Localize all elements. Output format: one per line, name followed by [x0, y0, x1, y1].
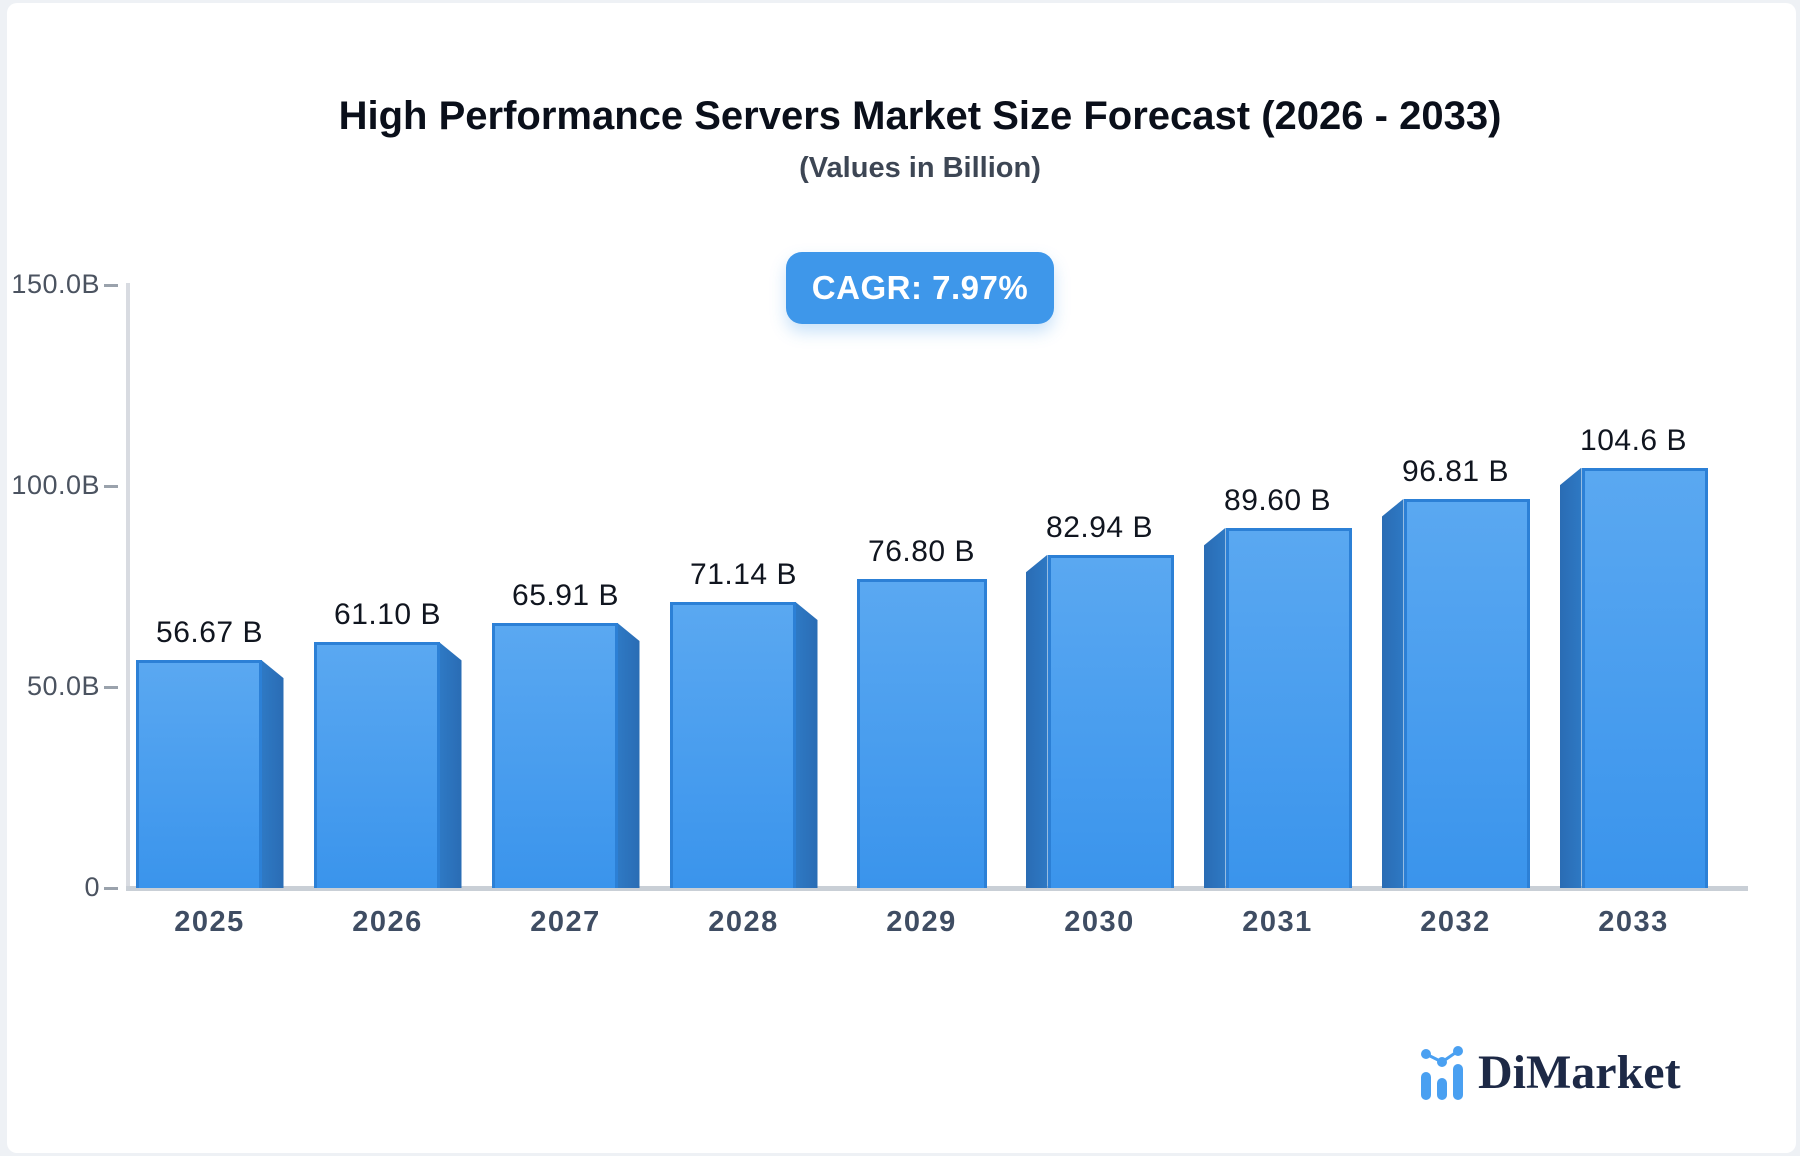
y-tick — [104, 685, 118, 689]
bar-side-face — [1025, 554, 1048, 888]
bar-side-face — [617, 623, 640, 888]
y-tick-label: 50.0B — [26, 671, 100, 701]
bar-value-label: 65.91 B — [512, 579, 619, 613]
bar-face — [135, 660, 262, 888]
bar-face — [669, 602, 796, 888]
bar-face — [491, 623, 618, 888]
bar-face — [1225, 527, 1352, 888]
chart-subtitle: (Values in Billion) — [799, 152, 1041, 184]
bar-2029[interactable]: 76.80 B 2029 — [856, 535, 987, 938]
y-tick-label: 100.0B — [11, 470, 100, 500]
bar-side-face — [795, 602, 818, 888]
x-axis-label-2026: 2026 — [352, 905, 423, 938]
bar-value-label: 104.6 B — [1580, 423, 1687, 457]
logo-wordmark: DiMarket — [1478, 1046, 1681, 1099]
x-axis-label-2025: 2025 — [174, 905, 245, 938]
y-axis-line — [126, 283, 130, 890]
x-axis-label-2033: 2033 — [1598, 905, 1669, 938]
cagr-badge: CAGR: 7.97% — [786, 252, 1054, 324]
bar-face — [1403, 498, 1530, 888]
bar-value-label: 96.81 B — [1402, 454, 1509, 488]
chart-title: High Performance Servers Market Size For… — [338, 94, 1502, 138]
bar-face — [856, 579, 987, 888]
y-tick — [104, 283, 118, 287]
bar-side-face — [1381, 498, 1404, 888]
y-tick — [104, 886, 118, 890]
bar-value-label: 56.67 B — [156, 616, 263, 650]
x-axis-label-2028: 2028 — [708, 905, 779, 938]
y-tick — [104, 484, 118, 488]
bar-value-label: 71.14 B — [690, 558, 797, 592]
bar-side-face — [1559, 467, 1582, 888]
y-tick-label: 0 — [84, 872, 100, 902]
bar-face — [1581, 467, 1708, 888]
bar-2032[interactable]: 96.81 B 2032 — [1381, 455, 1530, 938]
bar-2027[interactable]: 65.91 B 2027 — [491, 579, 640, 938]
bar-2033[interactable]: 104.6 B 2033 — [1559, 424, 1708, 938]
bar-face — [313, 642, 440, 888]
x-axis-label-2032: 2032 — [1420, 905, 1491, 938]
bar-value-label: 89.60 B — [1224, 483, 1331, 517]
bar-2028[interactable]: 71.14 B 2028 — [669, 558, 818, 938]
bar-value-label: 76.80 B — [868, 535, 975, 569]
x-axis-label-2029: 2029 — [886, 905, 957, 938]
bar-2031[interactable]: 89.60 B 2031 — [1203, 484, 1352, 938]
x-axis-label-2031: 2031 — [1242, 905, 1313, 938]
x-axis-baseline — [126, 886, 1748, 891]
bar-2030[interactable]: 82.94 B 2030 — [1025, 511, 1174, 938]
bar-2025[interactable]: 56.67 B 2025 — [135, 616, 284, 938]
y-tick-label: 150.0B — [11, 269, 100, 299]
bar-chart-logo-icon — [1421, 1046, 1463, 1100]
bar-face — [1047, 554, 1174, 888]
bar-side-face — [1203, 527, 1226, 888]
bar-value-label: 82.94 B — [1046, 510, 1153, 544]
x-axis-label-2027: 2027 — [530, 905, 601, 938]
dimarket-logo: DiMarket — [1418, 1038, 1681, 1100]
bar-side-face — [261, 660, 284, 888]
bar-2026[interactable]: 61.10 B 2026 — [313, 598, 462, 938]
x-axis-label-2030: 2030 — [1064, 905, 1135, 938]
bar-side-face — [439, 642, 462, 888]
bar-value-label: 61.10 B — [334, 598, 441, 632]
